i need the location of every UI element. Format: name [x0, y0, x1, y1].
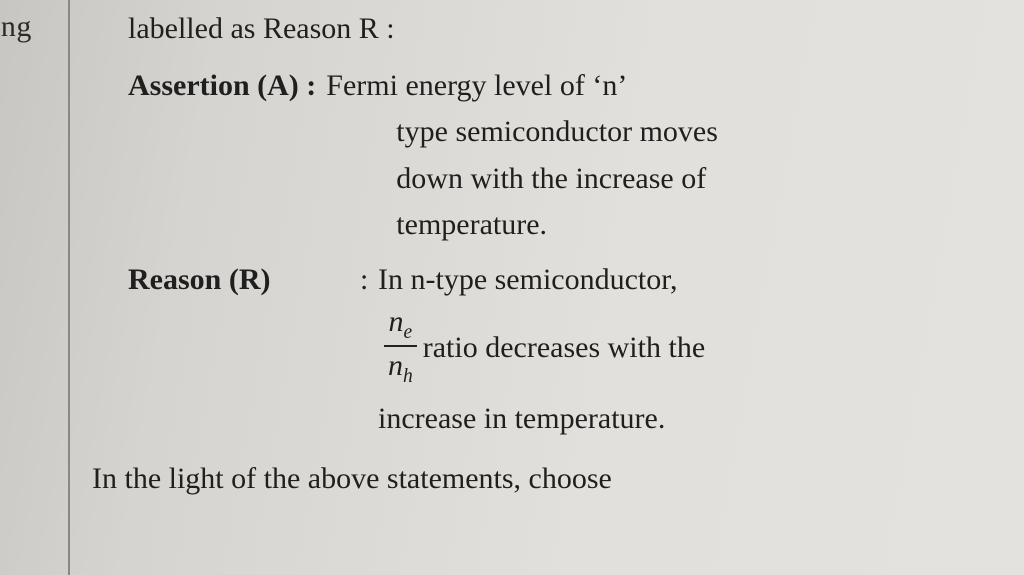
page-surface: ing labelled as Reason R : Assertion (A)…	[0, 0, 1024, 575]
main-content: labelled as Reason R : Assertion (A) : F…	[128, 0, 1008, 503]
intro-line: labelled as Reason R :	[128, 6, 1008, 53]
assertion-line-3: down with the increase of	[326, 156, 1008, 203]
fraction: ne nh	[384, 305, 417, 388]
reason-line-3: increase in temperature.	[360, 396, 1008, 443]
numerator-var: n	[389, 305, 404, 338]
numerator-sub: e	[404, 322, 413, 343]
reason-line-3-text: increase in temperature.	[378, 402, 665, 435]
left-margin-fragment: ing	[0, 10, 32, 44]
reason-line-1: :In n-type semiconductor,	[360, 257, 1008, 304]
assertion-body: Fermi energy level of ‘n’ type semicondu…	[326, 63, 1008, 249]
reason-line-2-text: ratio decreases with the	[423, 325, 705, 372]
assertion-block: Assertion (A) : Fermi energy level of ‘n…	[128, 63, 1008, 249]
reason-block: Reason (R) :In n-type semiconductor, ne …	[128, 257, 1008, 443]
footer-line: In the light of the above statements, ch…	[92, 456, 1008, 503]
reason-line-1-text: In n-type semiconductor,	[378, 263, 678, 296]
assertion-line-4: temperature.	[326, 202, 1008, 249]
denominator-var: n	[388, 349, 403, 382]
reason-line-2: ne nh ratio decreases with the	[360, 307, 1008, 390]
denominator-sub: h	[403, 366, 413, 387]
fraction-denominator: nh	[384, 347, 417, 387]
reason-colon: :	[360, 257, 378, 304]
reason-label: Reason (R)	[128, 257, 360, 304]
left-column-rule: ing	[0, 0, 70, 575]
assertion-label: Assertion (A) :	[128, 63, 326, 110]
fraction-numerator: ne	[384, 305, 417, 347]
assertion-line-1: Fermi energy level of ‘n’	[326, 63, 1008, 110]
assertion-line-2: type semiconductor moves	[326, 109, 1008, 156]
reason-body: :In n-type semiconductor, ne nh ratio de…	[360, 257, 1008, 443]
